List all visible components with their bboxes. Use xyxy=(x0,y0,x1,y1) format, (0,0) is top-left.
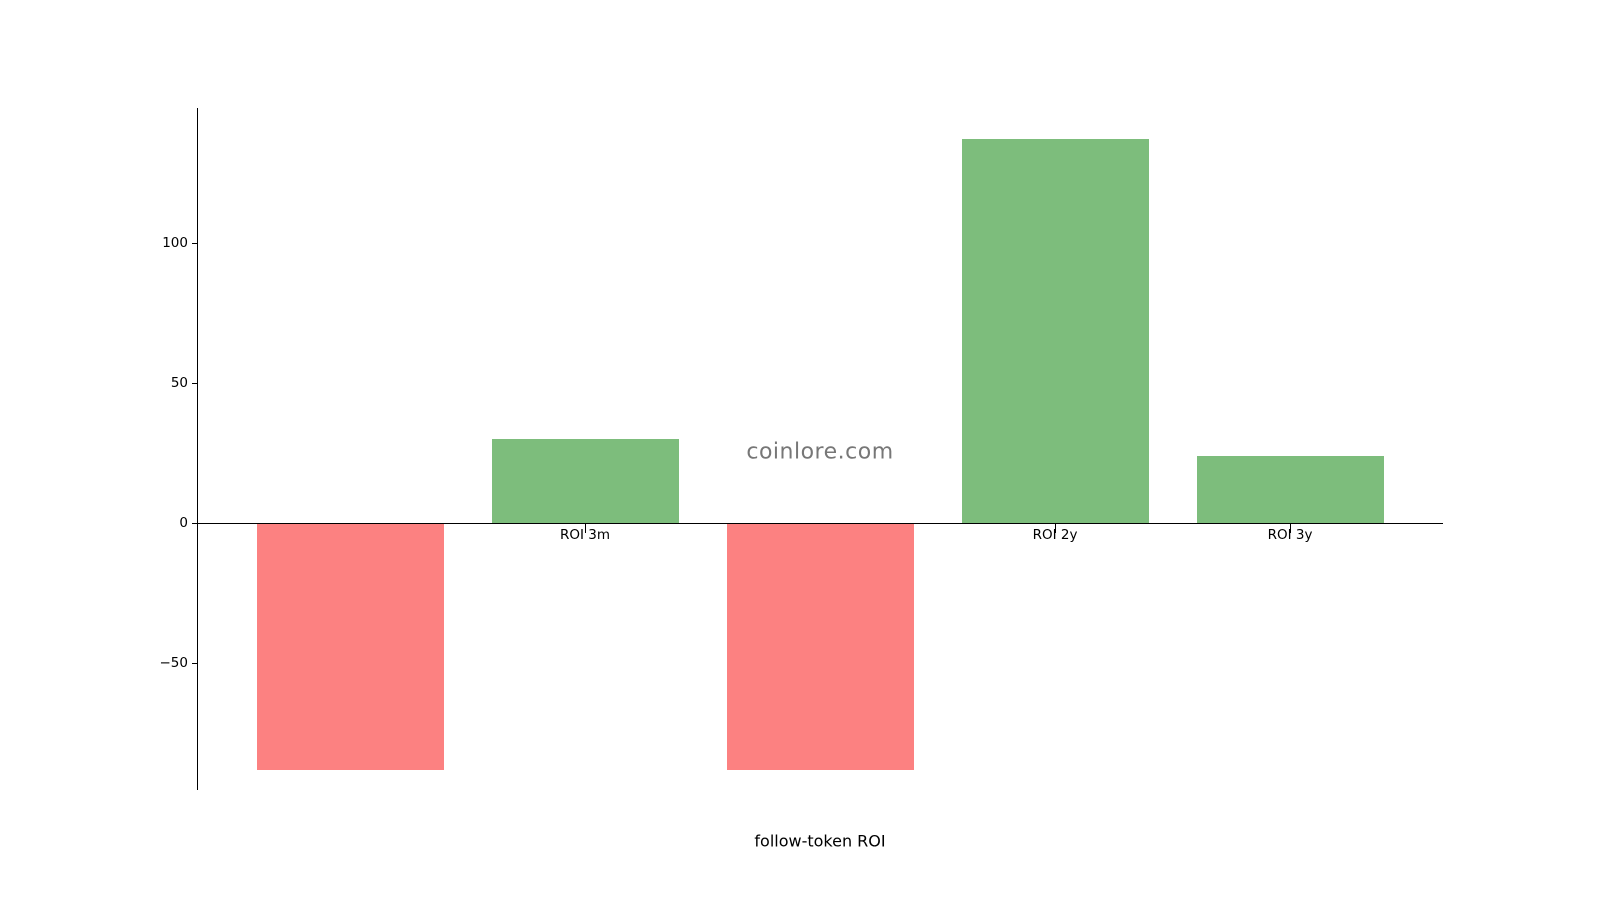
y-axis-line xyxy=(197,108,198,790)
x-axis-label: ROI 2y xyxy=(1032,527,1078,543)
watermark: coinlore.com xyxy=(746,439,894,465)
bar-unlabeled-2 xyxy=(727,524,914,770)
chart-title: follow-token ROI xyxy=(754,831,886,851)
x-tick-mark xyxy=(585,523,586,533)
y-tick-mark xyxy=(192,663,197,664)
x-tick-mark xyxy=(1290,523,1291,533)
bar-roi-3m xyxy=(492,439,679,523)
y-tick-label: −50 xyxy=(159,655,189,671)
x-axis-label: ROI 3m xyxy=(559,527,611,543)
y-tick-mark xyxy=(192,243,197,244)
y-tick-label: 50 xyxy=(170,375,188,391)
bar-unlabeled-0 xyxy=(257,524,444,770)
x-tick-mark xyxy=(1055,523,1056,533)
x-axis-label: ROI 3y xyxy=(1267,527,1313,543)
y-tick-label: 0 xyxy=(179,515,188,531)
y-tick-mark xyxy=(192,383,197,384)
x-axis-zero-line xyxy=(197,523,1443,524)
bar-roi-3y xyxy=(1197,456,1384,523)
y-tick-label: 100 xyxy=(162,235,188,251)
bar-roi-2y xyxy=(962,139,1149,523)
y-tick-mark xyxy=(192,523,197,524)
